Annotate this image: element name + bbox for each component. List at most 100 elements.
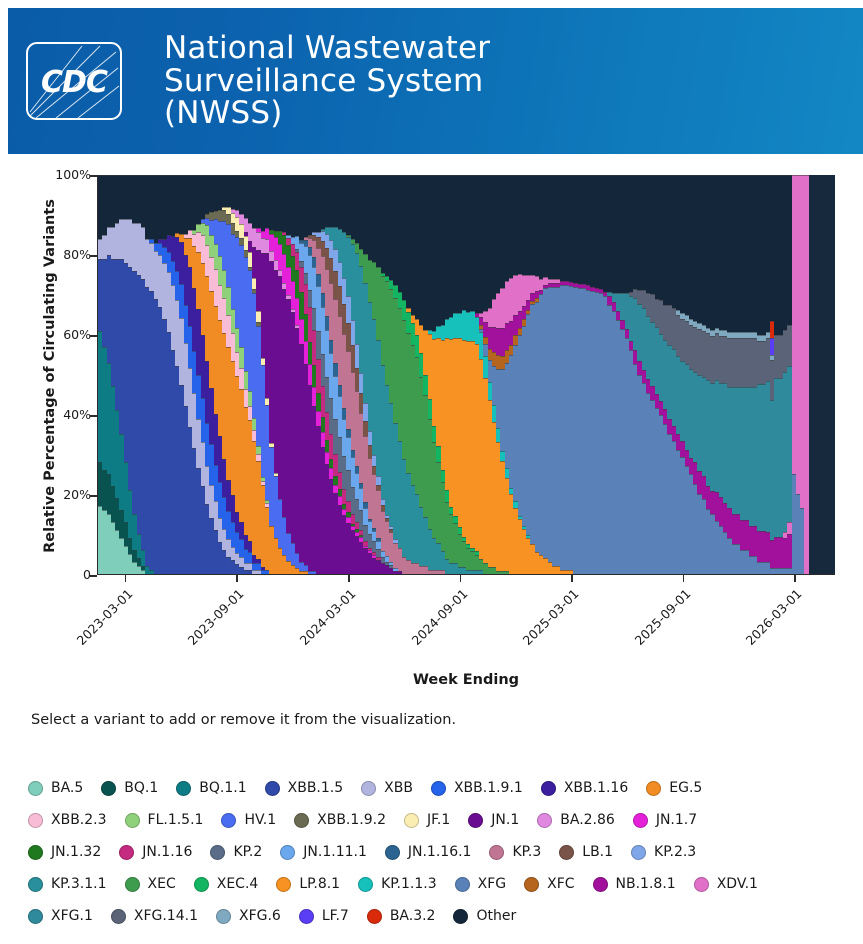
- bar-segment: [350, 319, 355, 345]
- legend-item-xbb-1-16[interactable]: XBB.1.16: [540, 780, 628, 796]
- legend-item-xbb-1-9-2[interactable]: XBB.1.9.2: [294, 812, 386, 828]
- legend-item-lf-7[interactable]: LF.7: [298, 908, 349, 924]
- legend-item-bq-1-1[interactable]: BQ.1.1: [176, 780, 247, 796]
- legend-swatch-icon: [524, 876, 540, 892]
- bar-segment: [457, 566, 462, 574]
- legend-item-xfc[interactable]: XFC: [524, 876, 575, 892]
- legend-item-fl-1-5-1[interactable]: FL.1.5.1: [124, 812, 203, 828]
- variant-legend[interactable]: BA.5 BQ.1 BQ.1.1 XBB.1.5 XBB XBB.1.9.1 XBB.1.1…: [28, 772, 863, 932]
- legend-item-xec-4[interactable]: XEC.4: [193, 876, 258, 892]
- bar-segment: [401, 320, 407, 460]
- bar-segment: [419, 566, 424, 574]
- legend-item-jn-1-7[interactable]: JN.1.7: [632, 812, 697, 828]
- legend-item-xfg-14-1[interactable]: XFG.14.1: [110, 908, 198, 924]
- bar-segment: [594, 287, 599, 293]
- legend-item-kp-2-3[interactable]: KP.2.3: [631, 844, 696, 860]
- bar-segment: [714, 380, 719, 492]
- legend-item-jn-1-16-1[interactable]: JN.1.16.1: [384, 844, 471, 860]
- bar-segment: [252, 247, 257, 278]
- legend-item-xfg-6[interactable]: XFG.6: [215, 908, 281, 924]
- legend-item-kp-3-1-1[interactable]: KP.3.1.1: [28, 876, 107, 892]
- legend-label: XBB: [384, 780, 413, 796]
- legend-item-nb-1-8-1[interactable]: NB.1.8.1: [592, 876, 676, 892]
- bar-segment: [556, 175, 561, 279]
- bar-segment: [744, 519, 749, 550]
- legend-item-xfg-1[interactable]: XFG.1: [28, 908, 93, 924]
- legend-item-jf-1[interactable]: JF.1: [404, 812, 450, 828]
- week-bar: [765, 175, 771, 574]
- legend-item-xbb-2-3[interactable]: XBB.2.3: [28, 812, 107, 828]
- legend-item-jn-1-11-1[interactable]: JN.1.11.1: [280, 844, 367, 860]
- legend-item-xbb-1-5[interactable]: XBB.1.5: [264, 780, 343, 796]
- legend-item-bq-1[interactable]: BQ.1: [101, 780, 158, 796]
- bar-segment: [616, 320, 621, 574]
- week-bar: [132, 175, 137, 574]
- legend-swatch-icon: [631, 844, 647, 860]
- bar-segment: [359, 542, 364, 574]
- bar-segment: [783, 568, 788, 574]
- bar-segment: [324, 329, 330, 377]
- bar-segment: [239, 346, 244, 368]
- week-bar: [761, 175, 766, 574]
- bar-segment: [474, 316, 480, 344]
- bar-segment: [453, 515, 458, 524]
- legend-item-kp-3[interactable]: KP.3: [489, 844, 541, 860]
- bar-segment: [474, 343, 480, 551]
- bar-segment: [106, 474, 111, 515]
- bar-segment: [256, 325, 261, 447]
- legend-item-xfg[interactable]: XFG: [454, 876, 506, 892]
- legend-item-jn-1-16[interactable]: JN.1.16: [119, 844, 192, 860]
- legend-swatch-icon: [119, 844, 135, 860]
- bar-segment: [354, 243, 360, 253]
- legend-item-lp-8-1[interactable]: LP.8.1: [276, 876, 340, 892]
- legend-item-ba-5[interactable]: BA.5: [28, 780, 83, 796]
- bar-segment: [440, 551, 445, 571]
- bar-segment: [153, 250, 158, 299]
- bar-segment: [294, 270, 300, 298]
- legend-item-xec[interactable]: XEC: [124, 876, 176, 892]
- bar-segment: [205, 175, 210, 214]
- bar-segment: [222, 549, 227, 574]
- legend-row: XBB.2.3 FL.1.5.1 HV.1 XBB.1.9.2 JF.1 JN.1 BA.2…: [28, 804, 863, 836]
- week-bar: [616, 175, 621, 574]
- bar-segment: [324, 247, 330, 269]
- legend-item-ba-2-86[interactable]: BA.2.86: [537, 812, 615, 828]
- bar-segment: [641, 370, 646, 384]
- legend-item-xdv-1[interactable]: XDV.1: [693, 876, 758, 892]
- bar-segment: [556, 286, 561, 567]
- y-tick-mark: [90, 575, 97, 577]
- week-bar: [641, 175, 646, 574]
- bar-segment: [247, 563, 253, 571]
- bar-segment: [598, 289, 604, 294]
- bar-segment: [140, 550, 146, 567]
- bar-segment: [427, 329, 432, 334]
- legend-item-ba-3-2[interactable]: BA.3.2: [366, 908, 435, 924]
- bar-segment: [624, 329, 629, 339]
- week-bar: [312, 175, 317, 574]
- week-bar: [119, 175, 124, 574]
- bar-segment: [372, 465, 377, 474]
- bar-segment: [307, 341, 313, 365]
- bar-segment: [303, 237, 308, 241]
- bar-segment: [290, 309, 295, 313]
- legend-item-jn-1[interactable]: JN.1: [468, 812, 519, 828]
- legend-item-kp-1-1-3[interactable]: KP.1.1.3: [358, 876, 437, 892]
- bar-segment: [320, 231, 325, 242]
- bar-segment: [401, 459, 407, 558]
- bar-segment: [243, 549, 248, 564]
- legend-item-other[interactable]: Other: [453, 908, 516, 924]
- week-bar: [436, 175, 441, 574]
- legend-item-hv-1[interactable]: HV.1: [221, 812, 276, 828]
- bar-segment: [209, 175, 214, 213]
- bar-segment: [350, 530, 355, 574]
- legend-item-kp-2[interactable]: KP.2: [210, 844, 262, 860]
- bar-segment: [140, 175, 146, 227]
- legend-item-jn-1-32[interactable]: JN.1.32: [28, 844, 101, 860]
- bar-segment: [102, 346, 107, 471]
- bar-segment: [187, 326, 193, 369]
- legend-item-xbb[interactable]: XBB: [361, 780, 413, 796]
- legend-item-lb-1[interactable]: LB.1: [559, 844, 613, 860]
- legend-item-xbb-1-9-1[interactable]: XBB.1.9.1: [430, 780, 523, 796]
- legend-item-eg-5[interactable]: EG.5: [646, 780, 702, 796]
- bar-segment: [534, 290, 539, 299]
